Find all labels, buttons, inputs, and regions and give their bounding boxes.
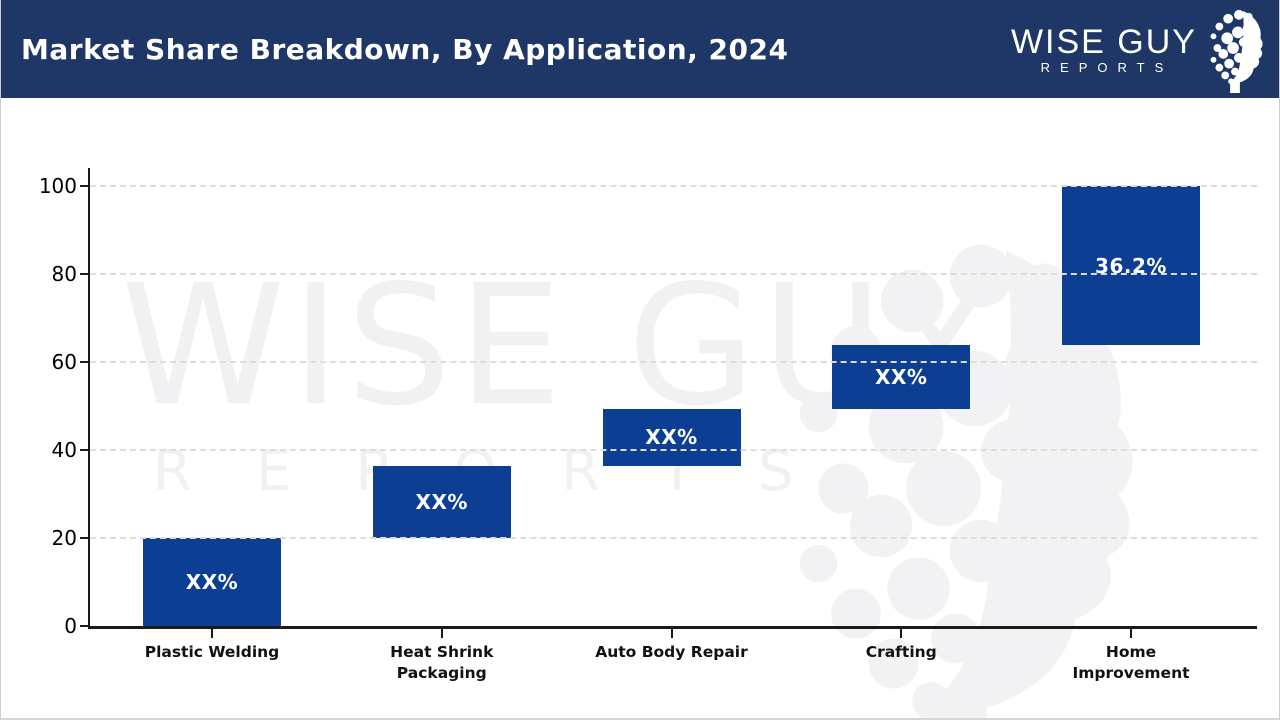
gridline: [90, 273, 1257, 275]
page-title: Market Share Breakdown, By Application, …: [21, 32, 789, 66]
y-axis-line: [88, 168, 90, 629]
y-axis-tick-label: 60: [51, 350, 77, 374]
y-axis-tick-mark: [80, 185, 88, 187]
y-axis-tick-label: 80: [51, 262, 77, 286]
y-axis-tick-mark: [80, 361, 88, 363]
bar-value-label: XX%: [185, 570, 239, 594]
y-axis-tick-mark: [80, 273, 88, 275]
x-axis-tick-mark: [900, 629, 903, 638]
brand-logo: WISE GUY REPORTS: [1011, 4, 1267, 96]
bar-value-label: XX%: [645, 425, 698, 450]
y-axis-tick-mark: [80, 537, 88, 539]
waterfall-bar: [372, 465, 511, 538]
waterfall-bar: [602, 409, 741, 466]
y-axis-tick-mark: [80, 449, 88, 451]
gridline: [90, 361, 1257, 363]
waterfall-bar: [832, 345, 971, 410]
waterfall-bar: [143, 538, 281, 626]
bar-value-label: XX%: [875, 365, 928, 390]
x-axis-tick-mark: [1130, 629, 1132, 638]
x-axis-category-label: Heat Shrink Packaging: [390, 643, 494, 682]
x-axis-category-label: Auto Body Repair: [595, 643, 748, 661]
y-axis-tick-label: 40: [51, 438, 77, 462]
brand-logo-text: WISE GUY REPORTS: [1011, 24, 1197, 76]
x-axis-tick-mark: [440, 629, 443, 638]
x-axis-tick-mark: [670, 629, 673, 638]
bar-value-label: 36.2%: [1095, 253, 1167, 278]
brand-dotted-head-icon: [1210, 9, 1263, 93]
x-axis-category-label: Home Improvement: [1072, 643, 1190, 682]
x-axis-line: [88, 626, 1257, 629]
header: Market Share Breakdown, By Application, …: [1, 0, 1279, 98]
y-axis-tick-label: 100: [38, 174, 77, 198]
x-axis-tick-mark: [211, 629, 213, 638]
y-axis-tick-label: 20: [51, 526, 77, 550]
y-axis-tick-label: 0: [64, 614, 77, 638]
gridline: [90, 185, 1257, 187]
brand-name: WISE GUY: [1010, 23, 1197, 61]
brand-subtitle: REPORTS: [1040, 60, 1174, 75]
gridline: [90, 537, 1257, 539]
y-axis-tick-mark: [80, 625, 88, 627]
x-axis-category-label: Crafting: [865, 643, 937, 661]
waterfall-bar: [1062, 186, 1200, 346]
x-axis-category-label: Plastic Welding: [144, 643, 280, 661]
bar-value-label: XX%: [415, 489, 468, 514]
gridline: [90, 449, 1257, 451]
